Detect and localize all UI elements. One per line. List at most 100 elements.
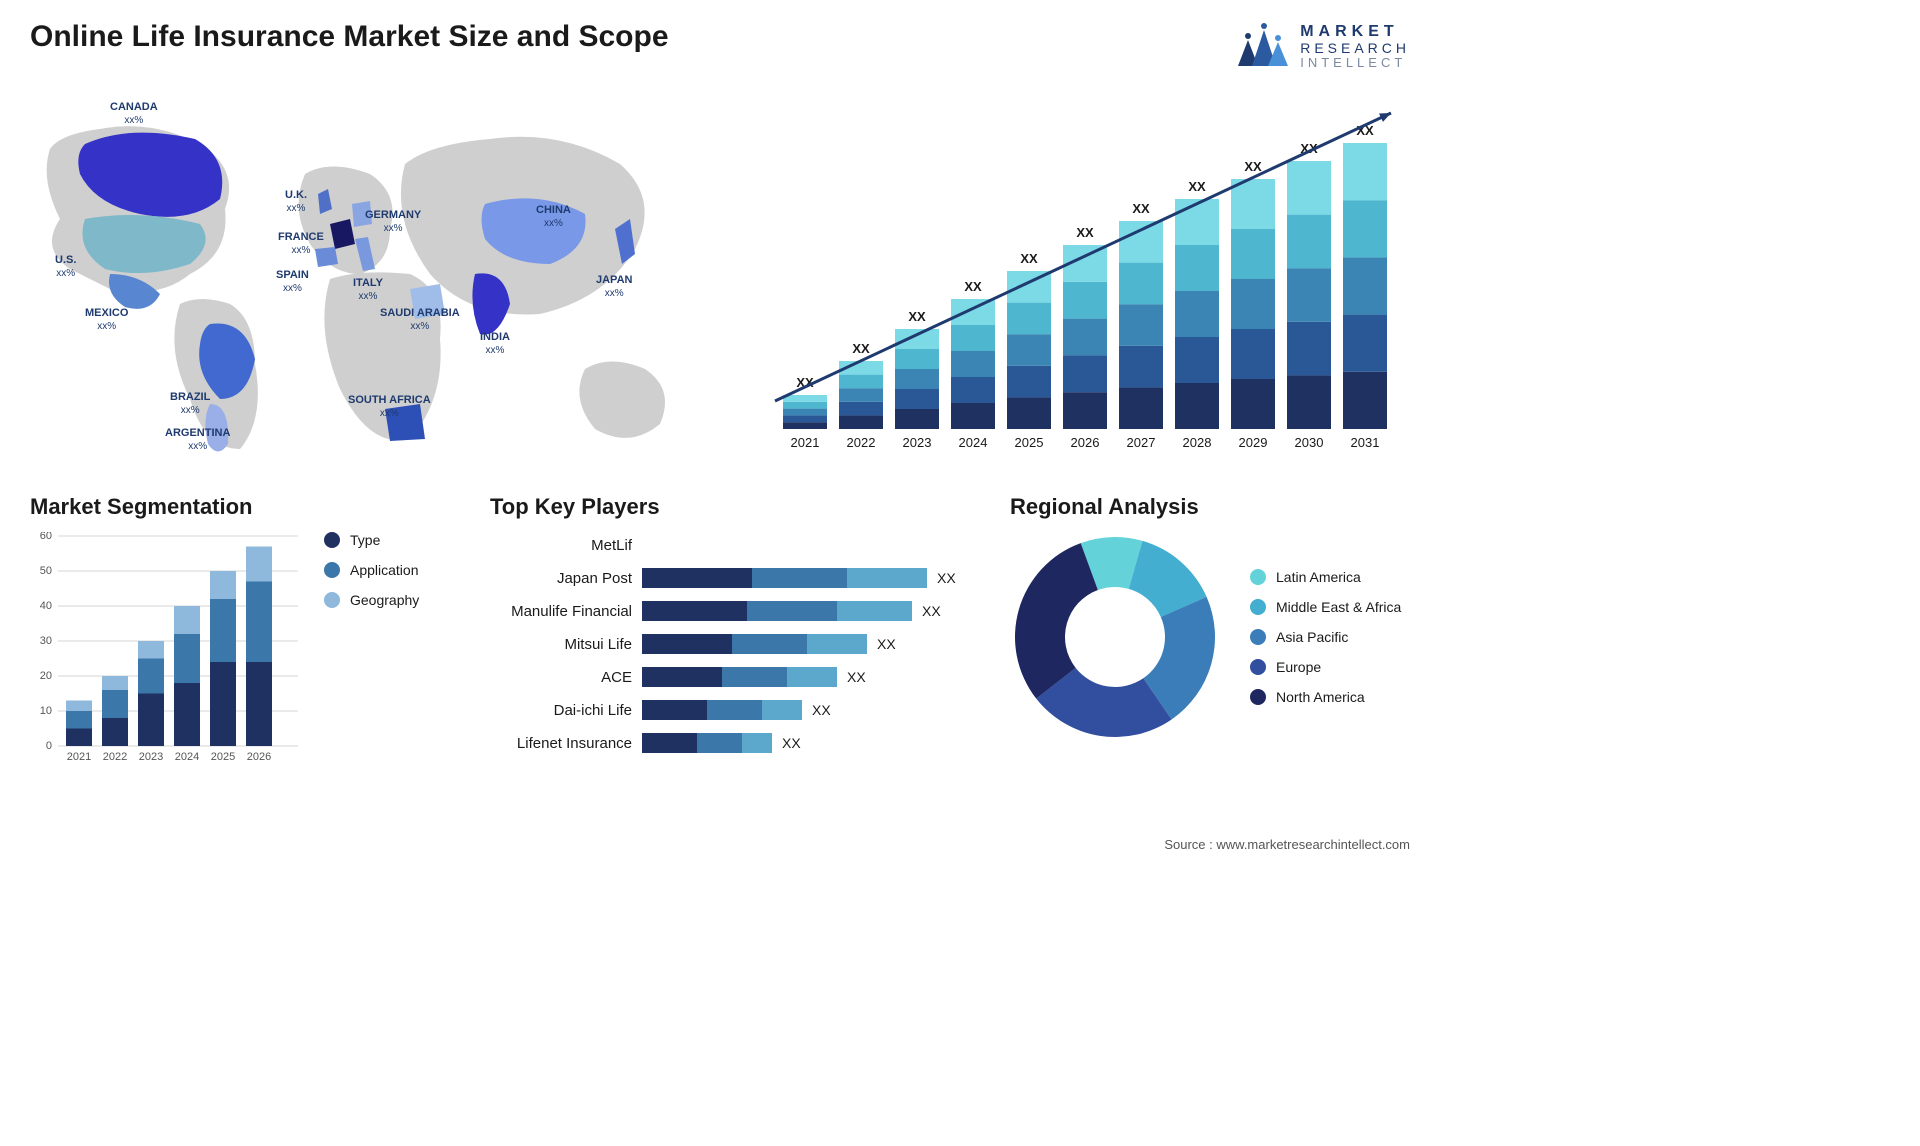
- player-bar-segment: [642, 568, 752, 588]
- map-label-saudiarabia: SAUDI ARABIAxx%: [380, 307, 460, 332]
- player-row: Mitsui Life XX: [490, 631, 980, 657]
- page-title: Online Life Insurance Market Size and Sc…: [30, 20, 669, 54]
- legend-swatch: [1250, 599, 1266, 615]
- svg-text:60: 60: [40, 532, 52, 542]
- player-name: ACE: [490, 669, 632, 686]
- player-bar-segment: [642, 634, 732, 654]
- player-value: XX: [922, 603, 941, 619]
- svg-text:50: 50: [40, 565, 52, 577]
- segmentation-legend: Type Application Geography: [324, 532, 419, 770]
- svg-text:XX: XX: [1188, 179, 1206, 194]
- logo-line3: INTELLECT: [1300, 56, 1410, 70]
- player-name: Dai-ichi Life: [490, 702, 632, 719]
- header: Online Life Insurance Market Size and Sc…: [30, 20, 1410, 74]
- svg-text:2024: 2024: [175, 751, 199, 763]
- map-label-argentina: ARGENTINAxx%: [165, 427, 230, 452]
- player-bar-segment: [642, 667, 722, 687]
- player-bar-segment: [707, 700, 762, 720]
- legend-swatch: [324, 562, 340, 578]
- player-row: Japan PostXX: [490, 565, 980, 591]
- map-label-italy: ITALYxx%: [353, 277, 383, 302]
- player-row: Manulife FinancialXX: [490, 598, 980, 624]
- logo-text: MARKET RESEARCH INTELLECT: [1300, 23, 1410, 70]
- svg-text:0: 0: [46, 740, 52, 752]
- growth-bar-chart: XX2021XX2022XX2023XX2024XX2025XX2026XX20…: [750, 89, 1410, 459]
- players-title: Top Key Players: [490, 494, 980, 520]
- regional-title: Regional Analysis: [1010, 494, 1410, 520]
- player-bar-segment: [742, 733, 772, 753]
- legend-label: North America: [1276, 689, 1365, 705]
- svg-text:2024: 2024: [959, 435, 988, 450]
- svg-text:2021: 2021: [67, 751, 91, 763]
- segmentation-title: Market Segmentation: [30, 494, 460, 520]
- player-bar: XX: [642, 667, 866, 687]
- legend-label: Geography: [350, 592, 419, 608]
- svg-text:2028: 2028: [1183, 435, 1212, 450]
- map-label-mexico: MEXICOxx%: [85, 307, 128, 332]
- regional-legend-item: Europe: [1250, 659, 1401, 675]
- player-name: Lifenet Insurance: [490, 735, 632, 752]
- brand-logo: MARKET RESEARCH INTELLECT: [1234, 20, 1410, 74]
- map-label-us: U.S.xx%: [55, 254, 76, 279]
- svg-text:40: 40: [40, 600, 52, 612]
- legend-label: Asia Pacific: [1276, 629, 1348, 645]
- player-bar: XX: [642, 700, 831, 720]
- logo-icon: [1234, 20, 1292, 74]
- svg-text:2023: 2023: [139, 751, 163, 763]
- regional-legend-item: Middle East & Africa: [1250, 599, 1401, 615]
- logo-line2: RESEARCH: [1300, 41, 1410, 56]
- regional-legend-item: Latin America: [1250, 569, 1401, 585]
- map-label-canada: CANADAxx%: [110, 101, 158, 126]
- svg-text:XX: XX: [1076, 225, 1094, 240]
- svg-text:2030: 2030: [1295, 435, 1324, 450]
- svg-text:2021: 2021: [791, 435, 820, 450]
- source-attribution: Source : www.marketresearchintellect.com: [1164, 837, 1410, 852]
- player-name: Mitsui Life: [490, 636, 632, 653]
- map-label-uk: U.K.xx%: [285, 189, 307, 214]
- legend-label: Latin America: [1276, 569, 1361, 585]
- svg-text:10: 10: [40, 705, 52, 717]
- legend-label: Type: [350, 532, 380, 548]
- map-label-southafrica: SOUTH AFRICAxx%: [348, 394, 431, 419]
- svg-text:XX: XX: [852, 341, 870, 356]
- player-bar-segment: [762, 700, 802, 720]
- svg-text:2031: 2031: [1351, 435, 1380, 450]
- player-bar-segment: [642, 700, 707, 720]
- map-label-india: INDIAxx%: [480, 331, 510, 356]
- regional-legend: Latin America Middle East & Africa Asia Pa…: [1250, 569, 1401, 705]
- svg-text:2025: 2025: [1015, 435, 1044, 450]
- map-label-brazil: BRAZILxx%: [170, 391, 210, 416]
- player-row: Lifenet Insurance XX: [490, 730, 980, 756]
- svg-text:XX: XX: [1244, 159, 1262, 174]
- player-bar-segment: [807, 634, 867, 654]
- player-name: MetLif: [490, 537, 632, 554]
- seg-legend-item: Application: [324, 562, 419, 578]
- player-value: XX: [877, 636, 896, 652]
- svg-text:20: 20: [40, 670, 52, 682]
- player-value: XX: [847, 669, 866, 685]
- svg-text:2022: 2022: [847, 435, 876, 450]
- map-label-spain: SPAINxx%: [276, 269, 309, 294]
- svg-text:2027: 2027: [1127, 435, 1156, 450]
- player-name: Japan Post: [490, 570, 632, 587]
- legend-label: Application: [350, 562, 419, 578]
- legend-label: Europe: [1276, 659, 1321, 675]
- map-label-japan: JAPANxx%: [596, 274, 632, 299]
- map-label-germany: GERMANYxx%: [365, 209, 421, 234]
- legend-label: Middle East & Africa: [1276, 599, 1401, 615]
- svg-text:2023: 2023: [903, 435, 932, 450]
- regional-donut-chart: [1010, 532, 1220, 742]
- legend-swatch: [1250, 629, 1266, 645]
- svg-text:2026: 2026: [247, 751, 271, 763]
- logo-line1: MARKET: [1300, 23, 1410, 41]
- growth-chart-panel: XX2021XX2022XX2023XX2024XX2025XX2026XX20…: [750, 89, 1410, 469]
- player-bar: XX: [642, 733, 801, 753]
- regional-legend-item: Asia Pacific: [1250, 629, 1401, 645]
- legend-swatch: [324, 592, 340, 608]
- bottom-row: Market Segmentation 01020304050602021202…: [30, 494, 1410, 774]
- regional-legend-item: North America: [1250, 689, 1401, 705]
- player-bar: XX: [642, 601, 941, 621]
- player-bar-segment: [642, 601, 747, 621]
- player-bar-segment: [752, 568, 847, 588]
- svg-text:XX: XX: [908, 309, 926, 324]
